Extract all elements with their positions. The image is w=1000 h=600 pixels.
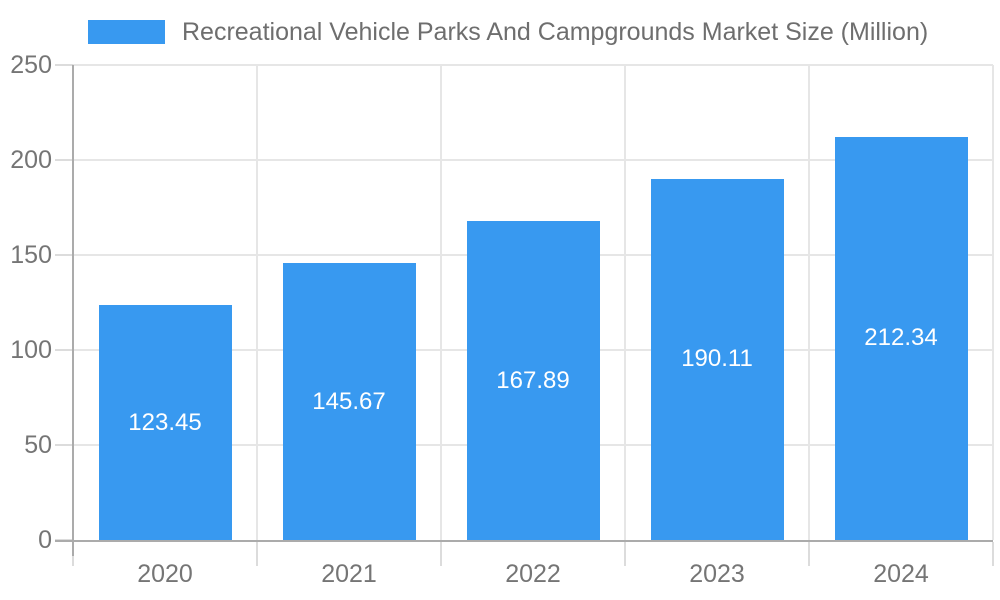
- x-axis-tick: [440, 542, 442, 566]
- v-gridline: [992, 65, 994, 540]
- x-tick-label: 2020: [137, 560, 193, 588]
- x-axis-line: [55, 540, 993, 542]
- legend-label: Recreational Vehicle Parks And Campgroun…: [182, 17, 929, 46]
- legend-item[interactable]: Recreational Vehicle Parks And Campgroun…: [88, 18, 928, 46]
- bar-value-label: 167.89: [496, 366, 570, 394]
- legend-swatch: [88, 20, 165, 44]
- v-gridline: [440, 65, 442, 540]
- x-tick-label: 2021: [321, 560, 377, 588]
- bar[interactable]: [466, 221, 600, 540]
- bar[interactable]: [98, 305, 232, 540]
- y-tick-label: 150: [10, 241, 52, 269]
- y-tick-label: 100: [10, 336, 52, 364]
- bar-value-label: 123.45: [128, 408, 202, 436]
- y-axis-tick: [55, 254, 73, 256]
- x-axis-tick: [624, 542, 626, 566]
- bar-value-label: 212.34: [864, 324, 938, 352]
- y-axis-tick: [55, 64, 73, 66]
- x-axis-tick: [256, 542, 258, 566]
- v-gridline: [256, 65, 258, 540]
- v-gridline: [808, 65, 810, 540]
- h-gridline: [73, 64, 993, 66]
- y-tick-label: 50: [24, 431, 52, 459]
- y-axis-tick: [55, 159, 73, 161]
- bar[interactable]: [650, 178, 784, 540]
- y-tick-label: 200: [10, 146, 52, 174]
- x-axis-tick: [808, 542, 810, 566]
- bar-value-label: 190.11: [681, 345, 753, 373]
- x-axis-tick: [992, 542, 994, 566]
- y-axis-tick: [55, 349, 73, 351]
- x-tick-label: 2024: [873, 560, 929, 588]
- y-axis-tick: [55, 444, 73, 446]
- h-gridline: [73, 159, 993, 161]
- y-tick-label: 0: [38, 526, 52, 554]
- y-axis-line: [72, 65, 74, 556]
- bar[interactable]: [282, 263, 416, 540]
- bar-value-label: 145.67: [312, 387, 386, 415]
- y-tick-label: 250: [10, 51, 52, 79]
- bar[interactable]: [834, 136, 968, 540]
- x-tick-label: 2023: [689, 560, 745, 588]
- x-tick-label: 2022: [505, 560, 561, 588]
- v-gridline: [624, 65, 626, 540]
